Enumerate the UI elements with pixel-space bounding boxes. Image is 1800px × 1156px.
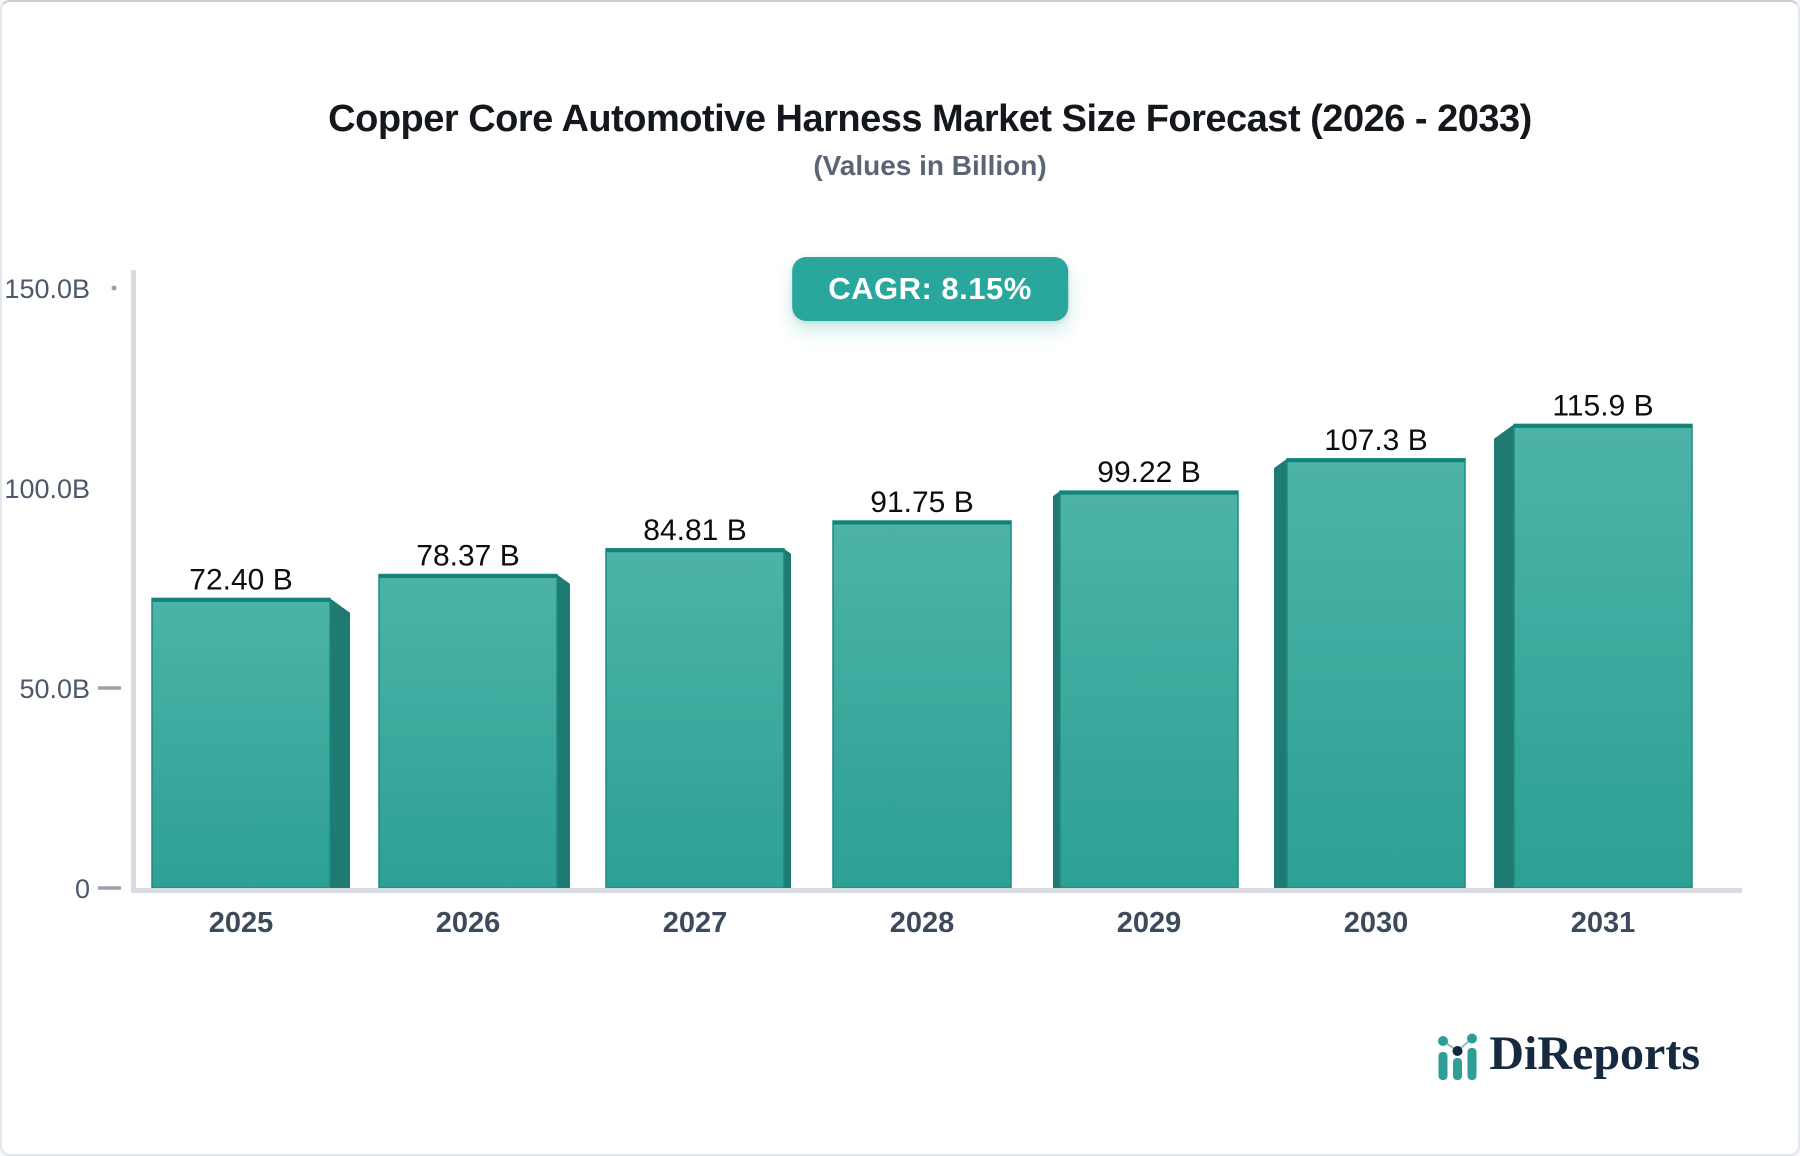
bar-front-face: [151, 597, 331, 889]
bar-front-face: [1513, 423, 1693, 889]
bar-side-face: [557, 574, 570, 888]
chart-subtitle: (Values in Billion): [813, 150, 1047, 181]
bar-value-label: 84.81 B: [643, 514, 746, 547]
x-tick-label: 2026: [436, 907, 501, 939]
bar-value-label: 99.22 B: [1097, 456, 1200, 489]
bar-front-face: [1059, 490, 1239, 889]
x-tick-label: 2025: [209, 907, 274, 939]
x-tick-label: 2028: [890, 907, 955, 939]
direports-logo: DiReports: [1435, 1030, 1700, 1080]
x-tick-label: 2030: [1344, 907, 1409, 939]
bar-side-face: [330, 598, 350, 888]
bar-side-face: [1053, 491, 1060, 888]
y-tick-mark: [111, 285, 117, 291]
logo-bar: [1467, 1048, 1477, 1080]
cagr-badge: CAGR: 8.15%: [792, 257, 1068, 321]
bar-front-face: [1286, 458, 1466, 889]
y-tick-label: 150.0B: [4, 274, 90, 304]
x-tick-label: 2029: [1117, 907, 1182, 939]
y-tick-label: 50.0B: [19, 674, 90, 704]
bar-value-label: 78.37 B: [416, 540, 519, 573]
bar-front-face: [832, 520, 1012, 889]
logo-wordmark: DiReports: [1489, 1027, 1700, 1080]
y-tick-label: 100.0B: [4, 474, 90, 504]
bar-side-face: [1494, 424, 1514, 888]
logo-bar: [1453, 1058, 1463, 1080]
y-tick-label: 0: [75, 874, 90, 904]
chart-title: Copper Core Automotive Harness Market Si…: [328, 98, 1532, 140]
logo-bar: [1438, 1052, 1448, 1080]
x-tick-label: 2031: [1571, 907, 1636, 939]
logo-bar-chart-icon: [1438, 1033, 1478, 1080]
logo-dot: [1452, 1046, 1463, 1056]
x-tick-label: 2027: [663, 907, 728, 939]
bar-front-face: [605, 548, 785, 889]
bar-value-label: 91.75 B: [870, 486, 973, 519]
bar-value-label: 72.40 B: [189, 563, 292, 596]
bar-value-label: 107.3 B: [1324, 424, 1427, 457]
bar-side-face: [1274, 458, 1287, 888]
logo-dot: [1467, 1033, 1478, 1044]
bar-value-label: 115.9 B: [1552, 389, 1653, 422]
logo-dot: [1438, 1036, 1449, 1046]
bar-side-face: [784, 548, 791, 888]
bar-front-face: [378, 573, 558, 889]
